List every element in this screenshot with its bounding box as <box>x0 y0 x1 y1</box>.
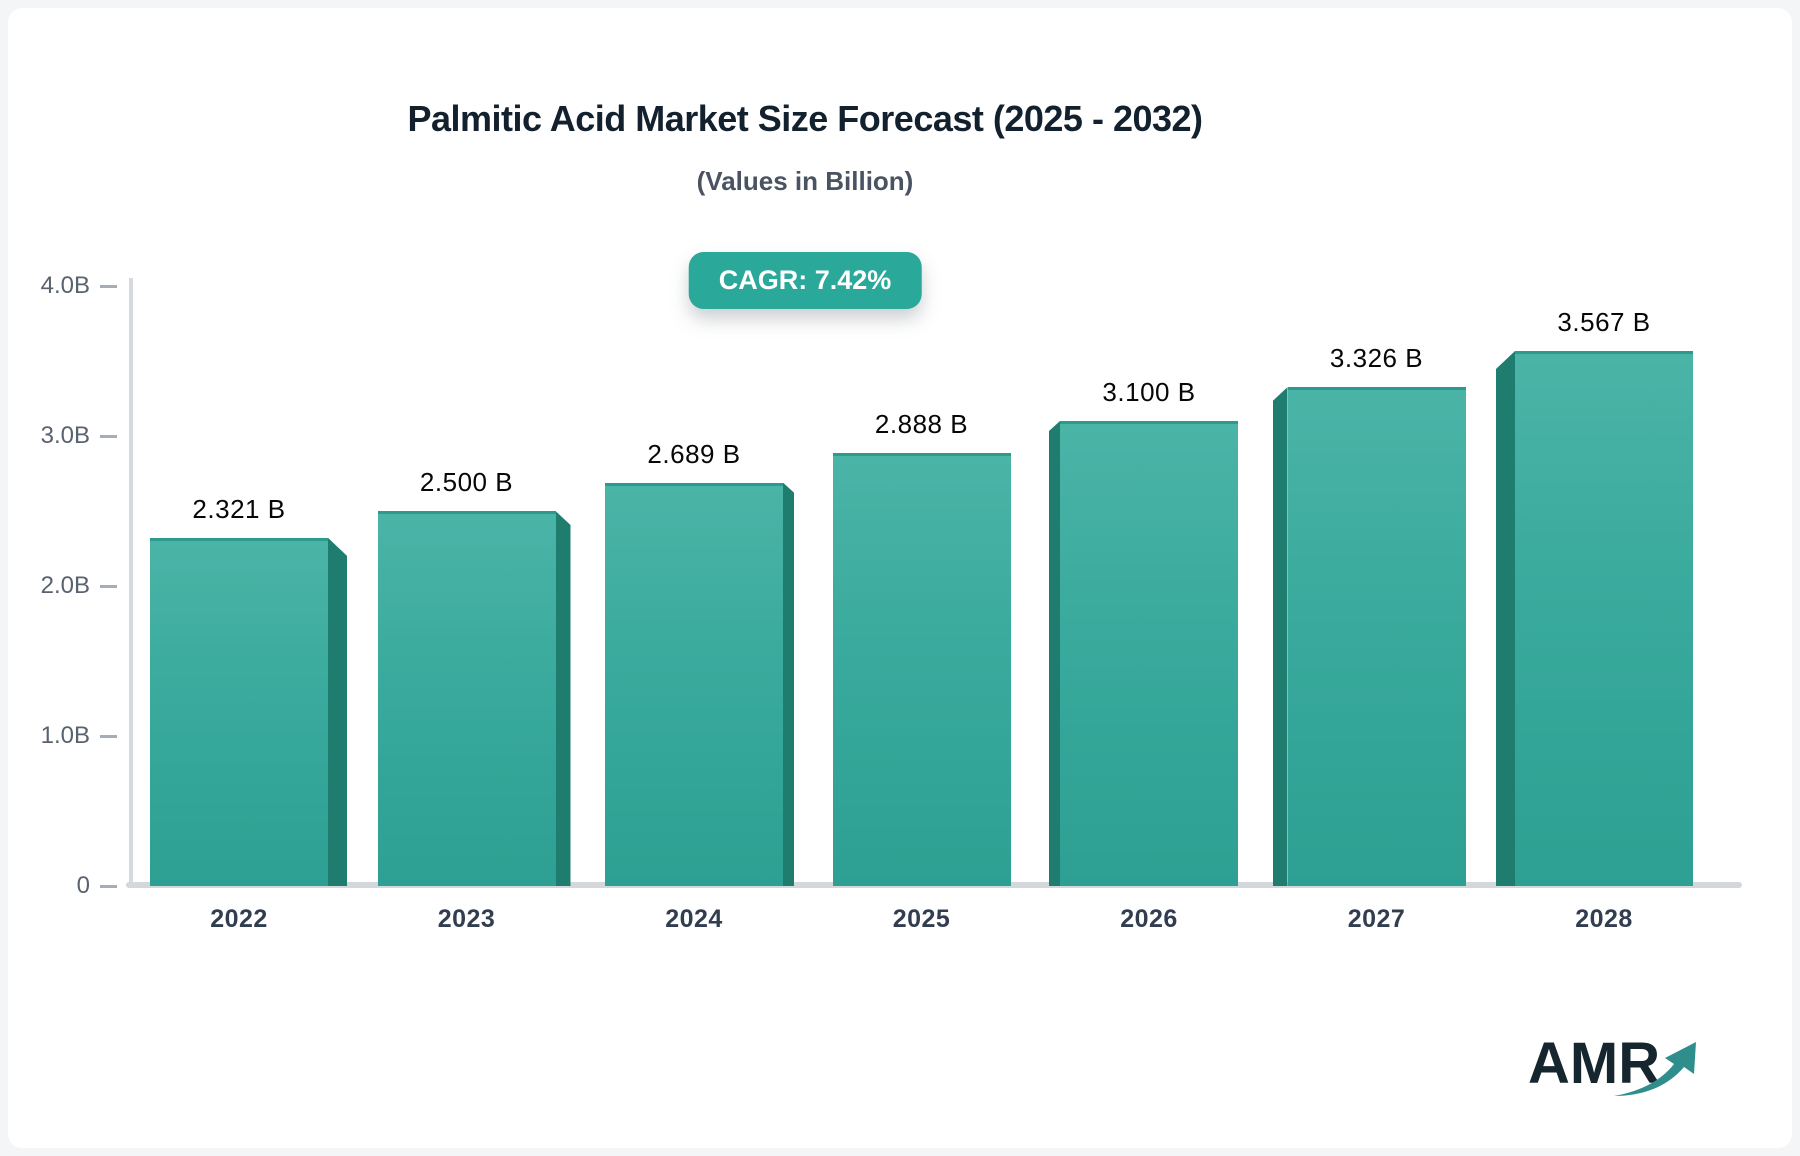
bar-2022 <box>150 537 328 886</box>
y-axis-tick-label: 3.0B <box>40 422 90 449</box>
bar-3d-side <box>1272 387 1288 886</box>
bar-value-label: 3.567 B <box>1557 306 1651 337</box>
bar-value-label: 3.326 B <box>1329 343 1424 374</box>
bar-3d-side <box>328 537 347 886</box>
chart-subtitle: (Values in Billion) <box>696 166 914 196</box>
x-axis-label-2022: 2022 <box>210 905 268 933</box>
y-axis-tick-label: 1.0B <box>40 722 90 749</box>
bar-2027 <box>1287 387 1466 886</box>
bar-2026 <box>1060 421 1238 886</box>
y-axis-tick-label: 4.0B <box>40 272 90 299</box>
bar-2023 <box>377 511 556 886</box>
amr-logo-text: AMR <box>1528 1031 1661 1096</box>
x-axis-label-2025: 2025 <box>892 905 951 933</box>
trending-up-arrow-icon <box>1614 1042 1696 1096</box>
bar-2024 <box>605 482 783 886</box>
bar-value-label: 3.100 B <box>1102 377 1196 407</box>
bar-3d-side <box>1496 350 1515 886</box>
bar-value-label: 2.321 B <box>192 493 286 524</box>
y-axis-tick <box>100 734 117 738</box>
amr-logo: AMR <box>1528 1030 1708 1110</box>
bar-value-label: 2.689 B <box>647 438 741 469</box>
x-axis-label-2026: 2026 <box>1120 905 1178 933</box>
y-axis-line <box>129 278 133 886</box>
x-axis-label-2028: 2028 <box>1575 905 1633 933</box>
bar-3d-side <box>783 482 794 886</box>
bar-value-label: 2.888 B <box>874 408 969 439</box>
x-axis-label-2023: 2023 <box>437 905 496 933</box>
y-axis-tick <box>100 434 117 438</box>
chart-title: Palmitic Acid Market Size Forecast (2025… <box>407 98 1203 139</box>
bar-3d-side <box>555 511 571 886</box>
y-axis-tick <box>100 584 117 588</box>
x-axis-label-2024: 2024 <box>665 905 723 933</box>
x-axis-label-2027: 2027 <box>1347 905 1406 933</box>
bar-2028 <box>1515 350 1693 886</box>
y-axis-tick <box>100 284 117 288</box>
bar-3d-side <box>1049 421 1060 886</box>
cagr-badge: CAGR: 7.42% <box>688 252 922 309</box>
y-axis-tick <box>100 884 117 888</box>
bar-value-label: 2.500 B <box>419 467 514 497</box>
bar-2025 <box>832 452 1011 886</box>
y-axis-tick-label: 0 <box>76 872 90 899</box>
y-axis-tick-label: 2.0B <box>40 572 90 599</box>
